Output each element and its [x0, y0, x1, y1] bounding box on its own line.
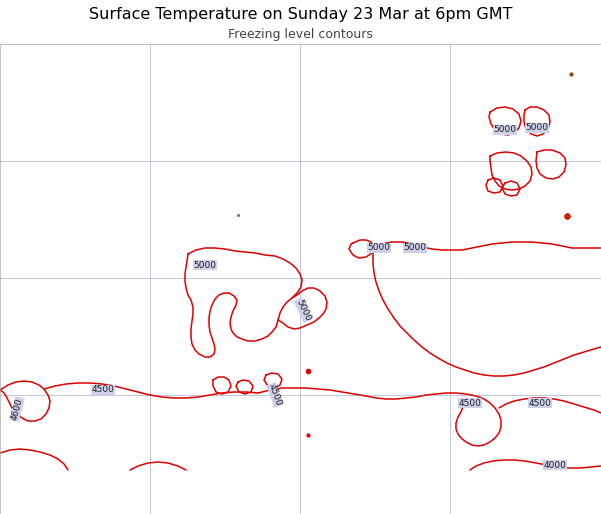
- Text: 4500: 4500: [267, 383, 283, 407]
- Text: Freezing level contours: Freezing level contours: [228, 28, 373, 41]
- Text: 5000: 5000: [493, 125, 516, 135]
- Text: Surface Temperature on Sunday 23 Mar at 6pm GMT: Surface Temperature on Sunday 23 Mar at …: [89, 7, 512, 22]
- Text: 5000: 5000: [525, 123, 549, 133]
- Text: 5000: 5000: [367, 244, 391, 252]
- Text: 4500: 4500: [91, 386, 114, 395]
- Text: 4000: 4000: [543, 461, 566, 469]
- Text: 5000: 5000: [294, 298, 312, 322]
- Text: 4600: 4600: [10, 397, 24, 421]
- Text: 5000: 5000: [403, 244, 427, 252]
- Text: 4500: 4500: [528, 398, 552, 408]
- Text: 4500: 4500: [459, 398, 481, 408]
- Text: 5000: 5000: [194, 261, 216, 269]
